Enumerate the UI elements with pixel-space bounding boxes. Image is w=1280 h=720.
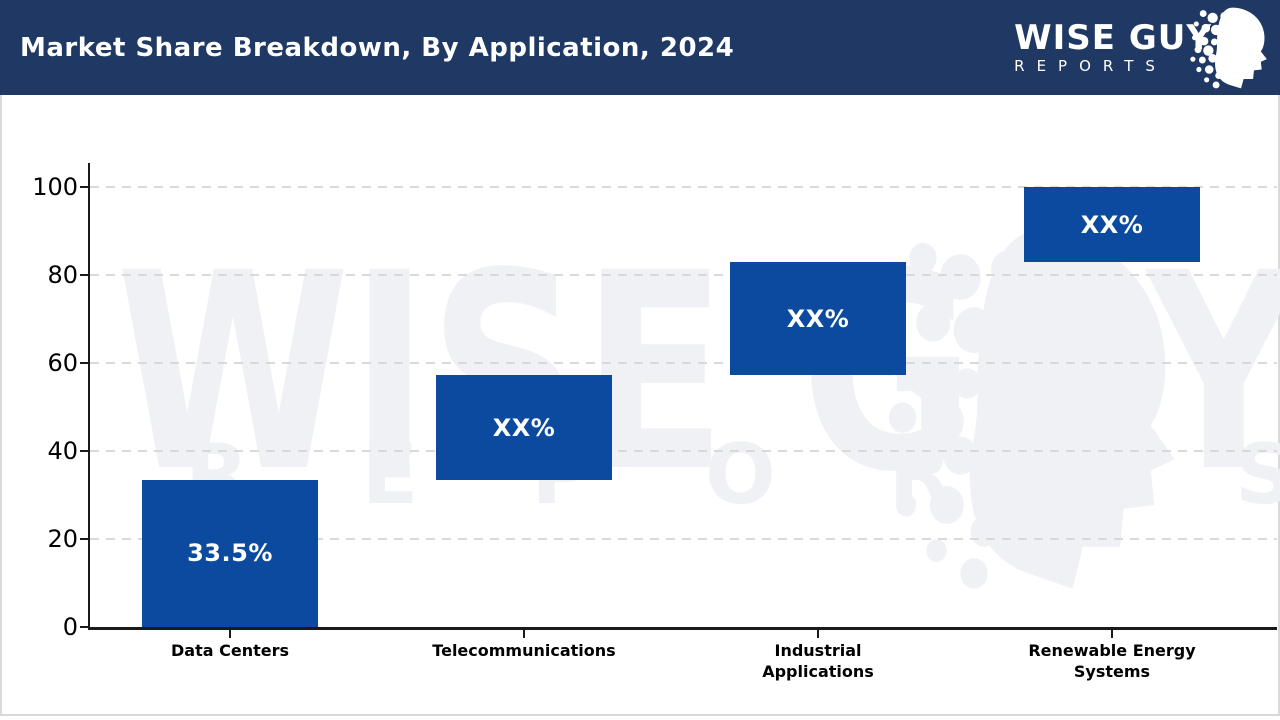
y-tick-mark [80, 450, 88, 453]
category-label: Renewable Energy Systems [1028, 641, 1196, 681]
y-tick-label: 100 [32, 173, 78, 202]
x-tick-mark [523, 630, 525, 638]
gridline [90, 274, 1277, 277]
waterfall-bar-2: XX% [730, 261, 906, 376]
x-axis-line [88, 627, 1277, 630]
y-tick-label: 0 [62, 613, 78, 641]
gridline [90, 538, 1277, 541]
bar-value-label: XX% [1080, 210, 1144, 239]
gridline [90, 450, 1277, 453]
y-axis-line [88, 163, 90, 629]
y-tick-label: 80 [47, 261, 78, 290]
category-label: Data Centers [171, 641, 289, 660]
y-tick-mark [80, 186, 88, 189]
y-tick-mark [80, 362, 88, 365]
brand-name: WISE GUY [1014, 17, 1212, 58]
brand-subname: REPORTS [1014, 57, 1167, 76]
page-title: Market Share Breakdown, By Application, … [20, 32, 735, 63]
brand-logo: WISE GUY REPORTS [1014, 4, 1272, 92]
header-bar: Market Share Breakdown, By Application, … [0, 0, 1280, 95]
y-tick-label: 40 [47, 437, 78, 466]
figure-border [0, 95, 1280, 716]
waterfall-bar-0: 33.5% [142, 479, 318, 627]
y-tick-mark [80, 626, 88, 628]
waterfall-bar-3: XX% [1024, 187, 1200, 262]
y-tick-mark [80, 274, 88, 277]
category-label: Telecommunications [432, 641, 616, 660]
gridline [90, 186, 1277, 189]
y-tick-label: 60 [47, 349, 78, 378]
y-tick-mark [80, 538, 88, 541]
y-tick-label: 20 [47, 525, 78, 554]
x-tick-mark [1111, 630, 1113, 638]
category-label: Industrial Applications [762, 641, 874, 681]
waterfall-bar-1: XX% [436, 375, 612, 480]
brand-logo-text: WISE GUY REPORTS [1014, 17, 1212, 76]
x-tick-mark [229, 630, 231, 638]
bar-value-label: XX% [492, 413, 556, 442]
gridline [90, 362, 1277, 365]
bar-value-label: XX% [786, 304, 850, 333]
x-tick-mark [817, 630, 819, 638]
bar-value-label: 33.5% [187, 539, 273, 568]
